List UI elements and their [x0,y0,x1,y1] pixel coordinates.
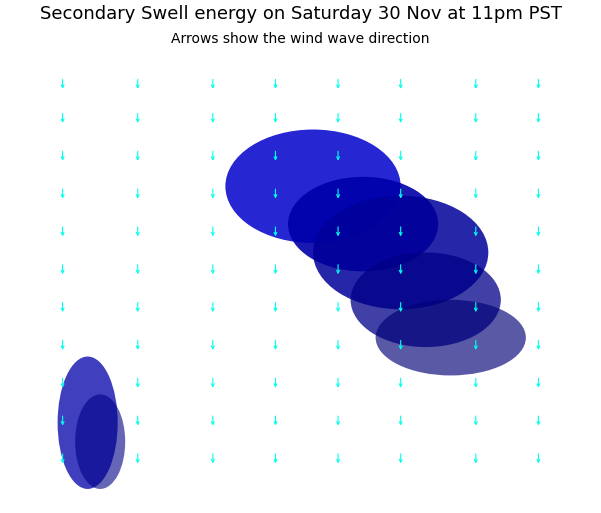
Text: Arrows show the wind wave direction: Arrows show the wind wave direction [171,32,430,46]
Ellipse shape [313,196,488,309]
Text: Secondary Swell energy on Saturday 30 Nov at 11pm PST: Secondary Swell energy on Saturday 30 No… [40,5,561,23]
Ellipse shape [225,130,401,243]
Ellipse shape [288,177,438,271]
Ellipse shape [350,252,501,347]
Ellipse shape [75,394,125,489]
Ellipse shape [58,357,118,489]
Ellipse shape [376,300,526,376]
